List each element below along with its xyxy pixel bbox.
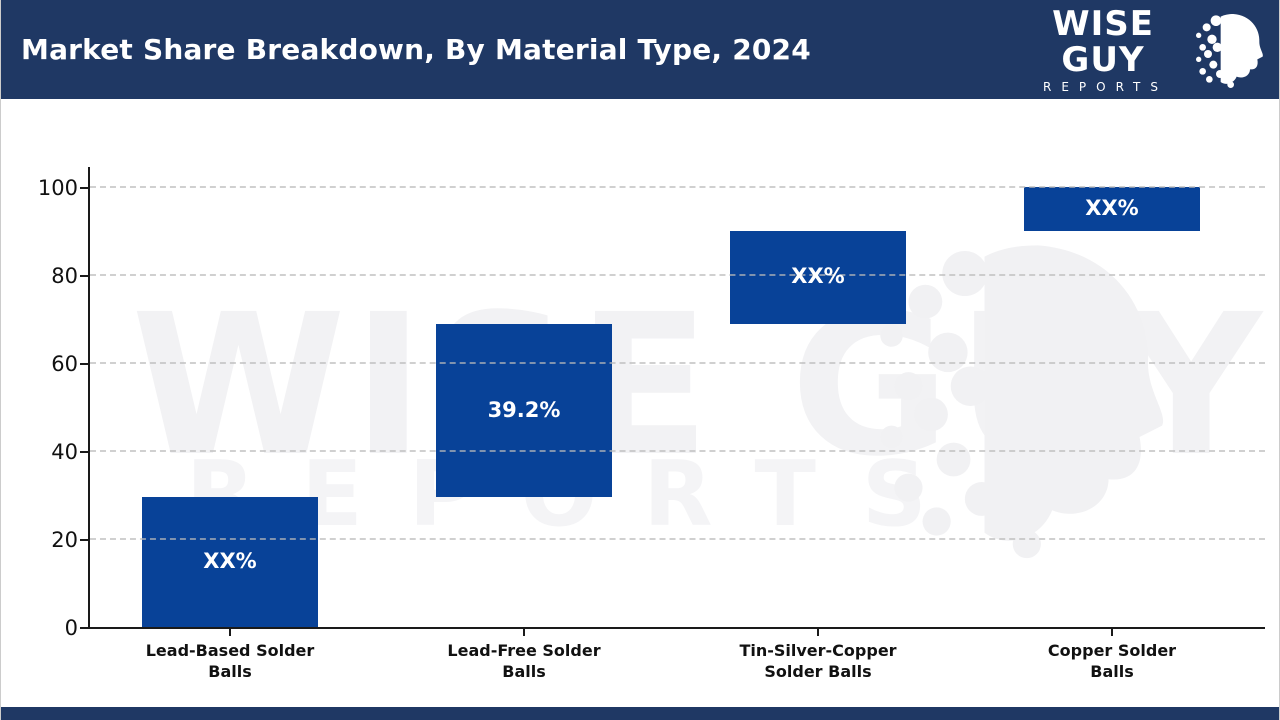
waterfall-bar xyxy=(142,497,318,627)
x-axis-tick xyxy=(817,629,819,636)
bar-value-label: XX% xyxy=(203,549,257,574)
y-axis-tick xyxy=(80,538,88,541)
x-axis-category-label: Copper Solder Balls xyxy=(1047,641,1177,681)
gridline xyxy=(90,185,1265,188)
y-axis-tick-label: 40 xyxy=(51,439,78,464)
y-axis-tick-label: 100 xyxy=(37,175,78,200)
y-axis-tick xyxy=(80,186,88,189)
chart-title: Market Share Breakdown, By Material Type… xyxy=(21,33,811,66)
waterfall-bar xyxy=(730,230,906,325)
gridline xyxy=(90,537,1265,540)
gridline xyxy=(90,273,1265,276)
gridline xyxy=(90,361,1265,364)
bar-value-label: XX% xyxy=(791,264,845,289)
waterfall-bar xyxy=(436,324,612,498)
y-axis-tick xyxy=(80,450,88,453)
x-axis-tick xyxy=(229,629,231,636)
logo-face-icon xyxy=(1196,14,1263,88)
y-axis-tick-label: 60 xyxy=(51,351,78,376)
logo-reports-label: REPORTS xyxy=(1042,80,1168,94)
y-axis-tick-label: 20 xyxy=(51,527,78,552)
logo-wiseguy-label: WISE GUY xyxy=(1052,4,1154,80)
x-axis-tick xyxy=(1111,629,1113,636)
x-axis-category-label: Lead-Based Solder Balls xyxy=(145,641,315,681)
bar-value-label: XX% xyxy=(1085,195,1139,220)
x-axis-line xyxy=(88,627,1265,629)
bar-value-label: 39.2% xyxy=(487,397,561,422)
y-axis-line xyxy=(88,167,90,629)
waterfall-bar xyxy=(1024,186,1200,231)
x-axis-category-label: Tin-Silver-Copper Solder Balls xyxy=(739,641,897,681)
y-axis-tick-label: 0 xyxy=(64,616,78,640)
wiseguy-logo-text: WISE GUY REPORTS xyxy=(1017,6,1189,94)
watermark-face-logo xyxy=(880,245,1164,559)
wiseguy-logo: WISE GUY REPORTS xyxy=(1017,6,1267,94)
footer-band xyxy=(1,707,1279,720)
y-axis-tick xyxy=(80,362,88,365)
x-axis-tick xyxy=(523,629,525,636)
y-axis-tick-label: 80 xyxy=(51,263,78,288)
y-axis-tick xyxy=(80,274,88,277)
y-axis-tick xyxy=(80,627,88,629)
header-band: Market Share Breakdown, By Material Type… xyxy=(1,0,1279,99)
x-axis-category-label: Lead-Free Solder Balls xyxy=(447,641,601,681)
gridline xyxy=(90,449,1265,452)
